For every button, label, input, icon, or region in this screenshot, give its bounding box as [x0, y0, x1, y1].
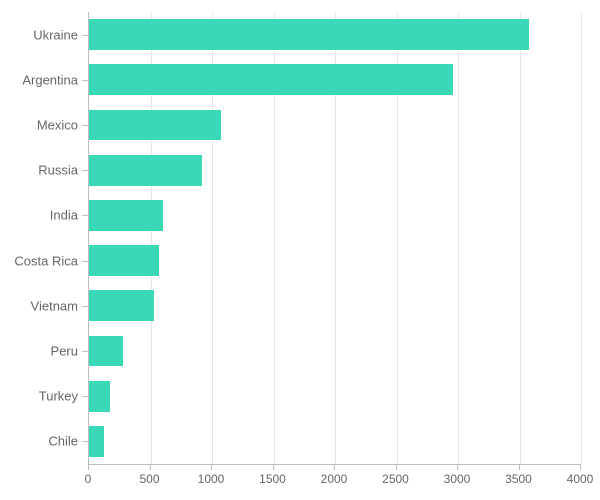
x-tick	[211, 464, 212, 470]
gridline	[458, 12, 459, 464]
x-axis-label: 500	[139, 472, 159, 486]
bar	[89, 64, 453, 95]
gridline	[520, 12, 521, 464]
x-axis-label: 3000	[444, 472, 471, 486]
x-axis-label: 2500	[382, 472, 409, 486]
x-axis-label: 0	[85, 472, 92, 486]
x-tick	[334, 464, 335, 470]
bar	[89, 200, 163, 231]
bar	[89, 245, 159, 276]
x-tick	[150, 464, 151, 470]
x-axis-label: 4000	[567, 472, 594, 486]
x-tick	[457, 464, 458, 470]
y-axis-label: Ukraine	[0, 27, 78, 42]
bar	[89, 19, 529, 50]
y-axis-label: Turkey	[0, 389, 78, 404]
x-axis-label: 3500	[505, 472, 532, 486]
bar	[89, 336, 123, 367]
bar	[89, 110, 221, 141]
x-tick	[88, 464, 89, 470]
x-axis-label: 1000	[198, 472, 225, 486]
y-axis-label: Peru	[0, 344, 78, 359]
y-axis-label: Mexico	[0, 118, 78, 133]
y-axis-label: Chile	[0, 434, 78, 449]
y-tick	[82, 261, 88, 262]
x-tick	[273, 464, 274, 470]
y-tick	[82, 306, 88, 307]
horizontal-bar-chart: 0 500 1000 1500 2000 2500 3000 3500 4000 Ukraine A…	[0, 0, 600, 500]
bar	[89, 426, 104, 457]
bar	[89, 381, 110, 412]
plot-area	[88, 12, 581, 465]
y-tick	[82, 441, 88, 442]
y-tick	[82, 35, 88, 36]
y-tick	[82, 215, 88, 216]
y-axis-label: India	[0, 208, 78, 223]
x-tick	[580, 464, 581, 470]
x-axis-label: 2000	[321, 472, 348, 486]
y-tick	[82, 170, 88, 171]
y-axis-label: Vietnam	[0, 298, 78, 313]
x-tick	[519, 464, 520, 470]
y-tick	[82, 80, 88, 81]
y-tick	[82, 125, 88, 126]
x-tick	[396, 464, 397, 470]
y-tick	[82, 396, 88, 397]
x-axis-label: 1500	[259, 472, 286, 486]
y-axis-label: Russia	[0, 163, 78, 178]
y-tick	[82, 351, 88, 352]
y-axis-label: Argentina	[0, 72, 78, 87]
bar	[89, 155, 202, 186]
bar	[89, 290, 154, 321]
gridline	[581, 12, 582, 464]
y-axis-label: Costa Rica	[0, 253, 78, 268]
